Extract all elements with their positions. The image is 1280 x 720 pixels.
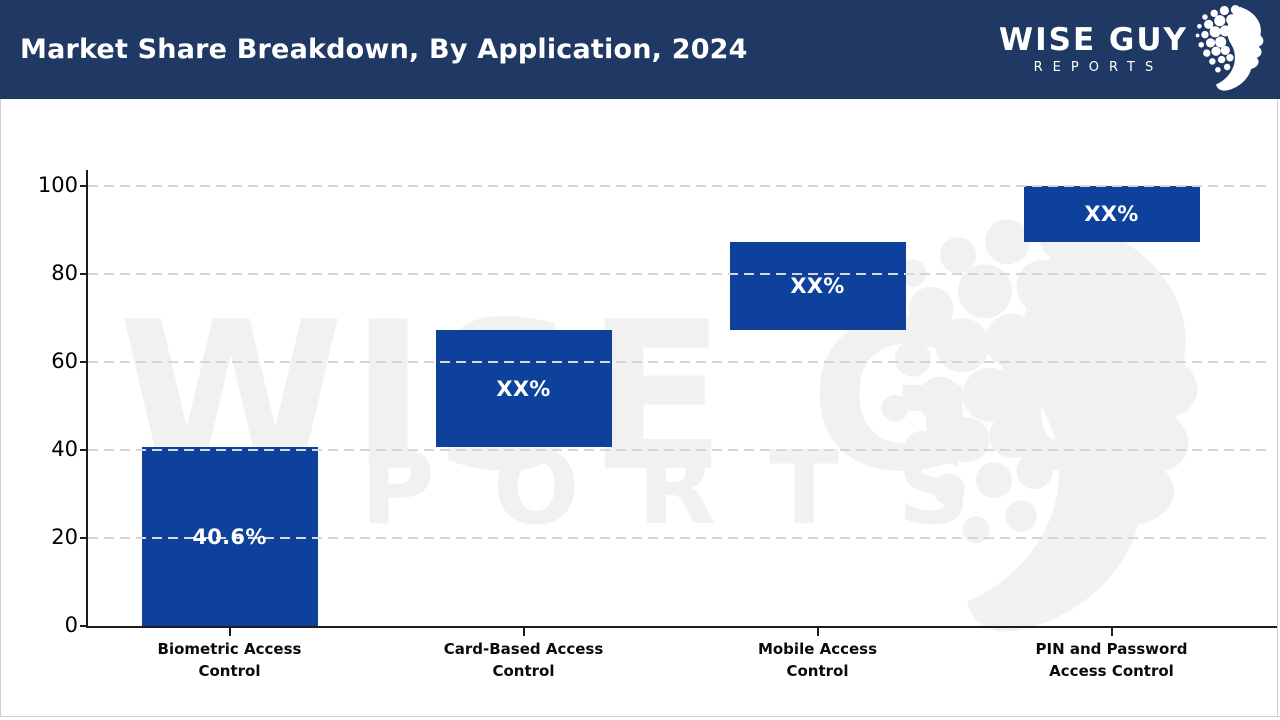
dotted-head-icon: [1192, 4, 1266, 96]
category-label: Biometric Access Control: [80, 639, 380, 683]
gridline: [88, 185, 1270, 187]
brand-subname: REPORTS: [1033, 60, 1164, 75]
bar-segment: [141, 447, 318, 626]
category-label: PIN and Password Access Control: [962, 639, 1262, 683]
brand-logo-text: WISE GUY REPORTS: [998, 22, 1188, 75]
category-label: Mobile Access Control: [668, 639, 968, 683]
category-label: Card-Based Access Control: [374, 639, 674, 683]
page-title: Market Share Breakdown, By Application, …: [20, 34, 748, 65]
bar-value-label: 40.6%: [192, 524, 267, 549]
y-axis-tick: [80, 361, 88, 363]
category-label-line1: Card-Based Access: [443, 640, 604, 658]
page-edge-right: [1277, 99, 1278, 717]
category-label-line1: Biometric Access: [157, 640, 302, 658]
y-axis-tick-label: 20: [51, 525, 78, 549]
brand-name: WISE GUY: [998, 22, 1188, 58]
gridline: [88, 537, 1270, 539]
bar-value-label: XX%: [790, 273, 845, 298]
bar-value-label: XX%: [1084, 201, 1139, 226]
y-axis-tick-label: 100: [37, 173, 78, 197]
bar-value-label: XX%: [496, 376, 551, 401]
y-axis-tick: [80, 537, 88, 539]
x-axis-tick: [522, 628, 525, 636]
page-edge-left: [0, 99, 1, 717]
x-axis-tick: [228, 628, 231, 636]
page-edge-bottom: [0, 716, 1280, 717]
category-label-line2: Control: [198, 661, 261, 680]
y-axis-tick-label: 40: [51, 437, 78, 461]
x-axis-tick: [816, 628, 819, 636]
category-label-line2: Control: [492, 661, 555, 680]
header-bar: Market Share Breakdown, By Application, …: [0, 0, 1280, 99]
y-axis-line: [86, 170, 88, 628]
category-label-line2: Access Control: [1049, 661, 1174, 680]
y-axis-tick: [80, 625, 88, 627]
gridline: [88, 273, 1270, 275]
category-label-line1: Mobile Access: [757, 640, 878, 658]
category-label-line1: PIN and Password: [1035, 640, 1188, 658]
brand-logo: WISE GUY REPORTS: [999, 4, 1280, 96]
category-label-line2: Control: [786, 661, 849, 680]
y-axis-tick: [80, 449, 88, 451]
y-axis-tick-label: 60: [51, 349, 78, 373]
gridline: [88, 361, 1270, 363]
y-axis-tick: [80, 273, 88, 275]
y-axis-tick-label: 0: [64, 613, 78, 637]
gridline: [88, 449, 1270, 451]
x-axis-line: [86, 626, 1277, 628]
y-axis-tick-label: 80: [51, 261, 78, 285]
bar-segment: [435, 329, 612, 448]
chart-area: WISE GU PORTS 40.6% XX% XX% XX% 0 20 40 60 80 100…: [0, 99, 1280, 720]
x-axis-tick: [1110, 628, 1113, 636]
y-axis-tick: [80, 185, 88, 187]
